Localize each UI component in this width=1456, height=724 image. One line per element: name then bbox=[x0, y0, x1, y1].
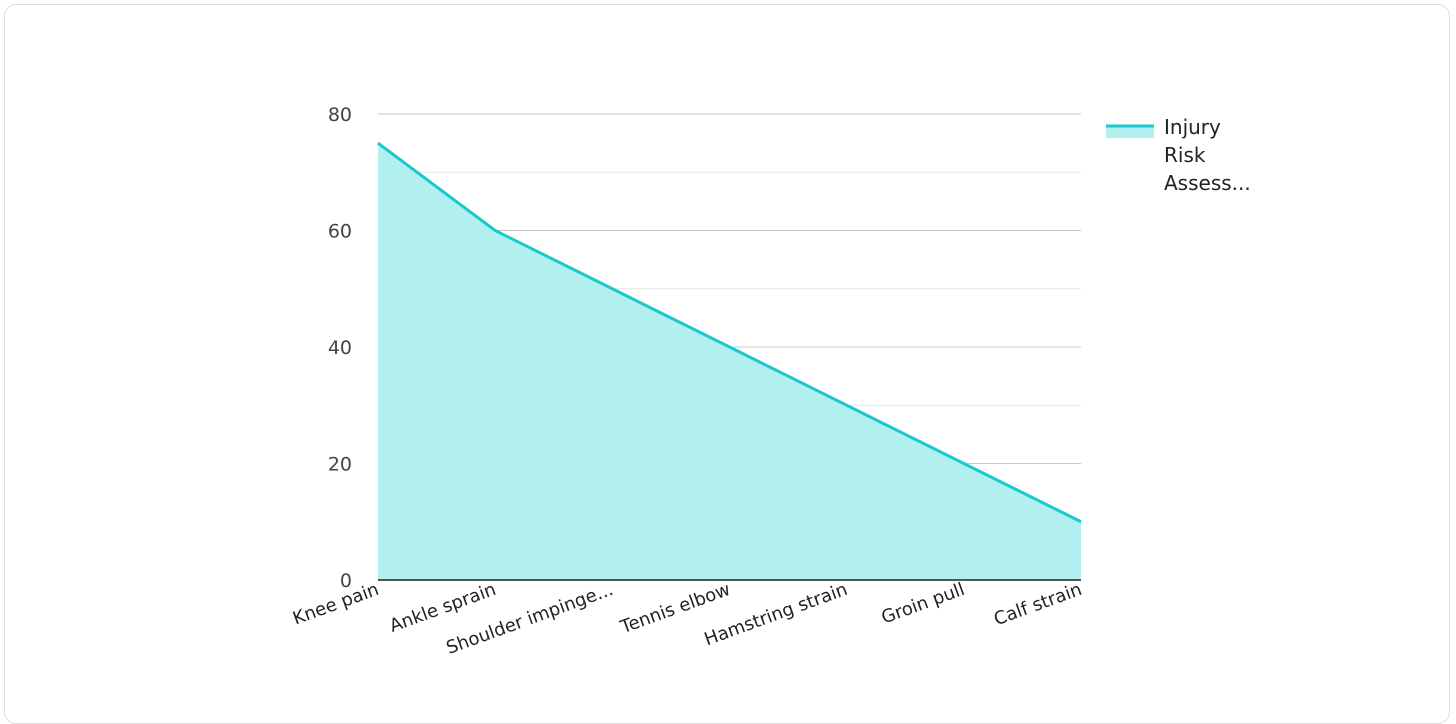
x-tick-label: Groin pull bbox=[879, 579, 968, 628]
area-layer bbox=[378, 143, 1081, 580]
x-tick-label: Calf strain bbox=[991, 579, 1085, 630]
legend-label-line: Risk bbox=[1164, 143, 1206, 167]
legend-label-line: Injury bbox=[1164, 115, 1221, 139]
x-tick-label: Knee pain bbox=[290, 579, 382, 629]
y-tick-label: 20 bbox=[328, 454, 352, 476]
area-fill bbox=[378, 143, 1081, 580]
legend-label-line: Assess... bbox=[1164, 171, 1251, 195]
legend-label[interactable]: Injury Risk Assess... bbox=[1164, 115, 1251, 195]
legend: Injury Risk Assess... bbox=[1106, 115, 1251, 195]
y-tick-label: 60 bbox=[328, 221, 352, 243]
y-tick-label: 80 bbox=[328, 104, 352, 126]
y-tick-label: 40 bbox=[328, 337, 352, 359]
